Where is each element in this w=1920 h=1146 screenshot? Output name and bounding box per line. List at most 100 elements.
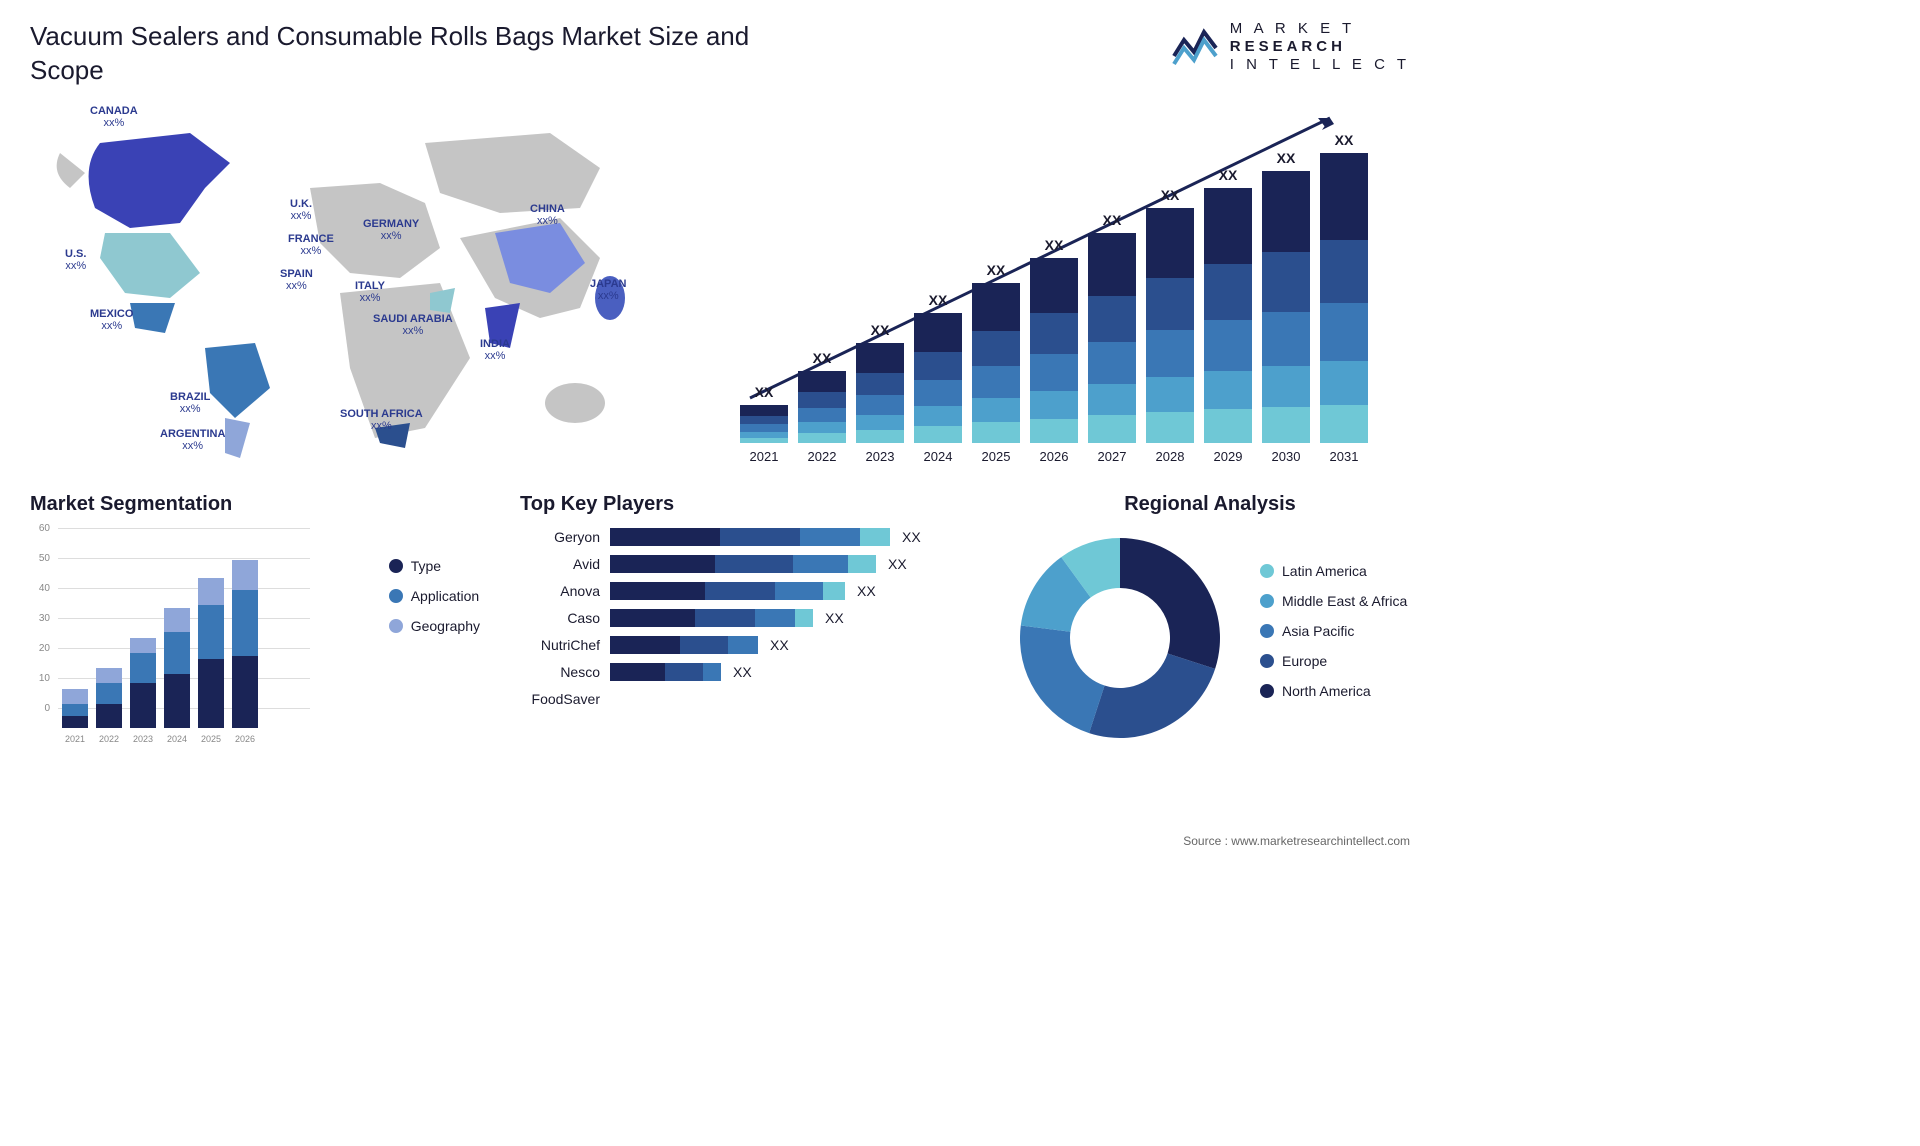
growth-bar-year: 2021 xyxy=(740,449,788,464)
legend-dot-icon xyxy=(1260,684,1274,698)
seg-ytick: 0 xyxy=(30,703,50,714)
growth-bar xyxy=(740,405,788,443)
legend-dot-icon xyxy=(1260,654,1274,668)
seg-ytick: 50 xyxy=(30,553,50,564)
growth-bar-year: 2031 xyxy=(1320,449,1368,464)
growth-bar-year: 2029 xyxy=(1204,449,1252,464)
country-label: SAUDI ARABIAxx% xyxy=(373,313,453,337)
player-value: XX xyxy=(733,664,752,680)
growth-bar-value: XX xyxy=(1262,150,1310,166)
seg-bar: 2024 xyxy=(164,608,190,728)
growth-bar-value: XX xyxy=(740,384,788,400)
growth-chart: XX2021XX2022XX2023XX2024XX2025XX2026XX20… xyxy=(730,98,1410,468)
growth-bar-value: XX xyxy=(1030,237,1078,253)
header: Vacuum Sealers and Consumable Rolls Bags… xyxy=(30,20,1410,88)
player-row: Geryon XX xyxy=(520,528,980,546)
growth-bar-value: XX xyxy=(856,322,904,338)
legend-label: Latin America xyxy=(1282,563,1367,579)
growth-bar xyxy=(1262,171,1310,443)
player-name: Nesco xyxy=(520,664,610,680)
legend-label: Application xyxy=(411,588,480,604)
country-label: CANADAxx% xyxy=(90,105,138,129)
country-label: U.K.xx% xyxy=(290,198,312,222)
player-name: NutriChef xyxy=(520,637,610,653)
legend-label: Asia Pacific xyxy=(1282,623,1354,639)
seg-legend-row: Geography xyxy=(389,618,480,634)
logo: M A R K E T RESEARCH I N T E L L E C T xyxy=(1172,20,1410,74)
top-row: CANADAxx% U.S.xx% MEXICOxx% BRAZILxx% ARGENT… xyxy=(30,98,1410,468)
seg-bar: 2025 xyxy=(198,578,224,728)
player-row: AvidXX xyxy=(520,555,980,573)
growth-bar-year: 2022 xyxy=(798,449,846,464)
player-bar xyxy=(610,636,758,654)
logo-text: M A R K E T RESEARCH I N T E L L E C T xyxy=(1230,20,1410,74)
growth-bar xyxy=(1146,208,1194,443)
growth-bar-value: XX xyxy=(1320,132,1368,148)
player-bar xyxy=(610,609,813,627)
regional-legend-row: Asia Pacific xyxy=(1260,623,1407,639)
country-label: INDIAxx% xyxy=(480,338,510,362)
seg-legend-row: Type xyxy=(389,558,480,574)
legend-label: Type xyxy=(411,558,441,574)
seg-chart: 0102030405060 202120222023202420252026 T… xyxy=(30,528,490,748)
country-label: BRAZILxx% xyxy=(170,391,210,415)
seg-bar-year: 2025 xyxy=(198,734,224,744)
growth-bar-year: 2023 xyxy=(856,449,904,464)
regional-legend-row: North America xyxy=(1260,683,1407,699)
country-label: FRANCExx% xyxy=(288,233,334,257)
seg-ytick: 40 xyxy=(30,583,50,594)
logo-line2: RESEARCH xyxy=(1230,38,1410,56)
country-label: JAPANxx% xyxy=(590,278,626,302)
regional-legend-row: Latin America xyxy=(1260,563,1407,579)
logo-line3: I N T E L L E C T xyxy=(1230,56,1410,74)
regional-section: Regional Analysis Latin America Middle Ea… xyxy=(1010,493,1410,748)
legend-dot-icon xyxy=(1260,594,1274,608)
player-name: Geryon xyxy=(520,529,610,545)
legend-dot-icon xyxy=(1260,624,1274,638)
country-label: ARGENTINAxx% xyxy=(160,428,225,452)
seg-ytick: 60 xyxy=(30,523,50,534)
regional-legend-row: Middle East & Africa xyxy=(1260,593,1407,609)
donut-slice xyxy=(1020,625,1105,733)
player-bar xyxy=(610,528,890,546)
growth-bar-year: 2028 xyxy=(1146,449,1194,464)
seg-ytick: 30 xyxy=(30,613,50,624)
bottom-row: Market Segmentation 0 10 20 30 40 50 60 2021 20… xyxy=(30,493,1410,748)
growth-bar xyxy=(1030,258,1078,443)
donut-wrap: Latin America Middle East & Africa Asia Pa… xyxy=(1010,528,1410,748)
player-value: XX xyxy=(902,529,921,545)
player-row: AnovaXX xyxy=(520,582,980,600)
seg-ytick: 20 xyxy=(30,643,50,654)
growth-bar-value: XX xyxy=(798,350,846,366)
page-title: Vacuum Sealers and Consumable Rolls Bags… xyxy=(30,20,810,88)
player-row: Nesco XX xyxy=(520,663,980,681)
seg-bar: 2023 xyxy=(130,638,156,728)
seg-bar: 2026 xyxy=(232,560,258,728)
seg-bar-year: 2022 xyxy=(96,734,122,744)
legend-label: Europe xyxy=(1282,653,1327,669)
legend-dot-icon xyxy=(389,589,403,603)
growth-bar-year: 2025 xyxy=(972,449,1020,464)
player-row: NutriChefXX xyxy=(520,636,980,654)
player-row: FoodSaver xyxy=(520,690,980,708)
players-section: Top Key Players GeryonXXAvidXXAnovaXXCas… xyxy=(520,493,980,748)
growth-bar-value: XX xyxy=(1088,212,1136,228)
seg-ytick: 10 xyxy=(30,673,50,684)
segmentation-section: Market Segmentation 0 10 20 30 40 50 60 2021 20… xyxy=(30,493,490,748)
growth-bar-value: XX xyxy=(972,262,1020,278)
regional-title: Regional Analysis xyxy=(1010,493,1410,516)
country-label: ITALYxx% xyxy=(355,280,385,304)
seg-title: Market Segmentation xyxy=(30,493,490,516)
growth-bar xyxy=(798,371,846,443)
seg-bar-year: 2021 xyxy=(62,734,88,744)
growth-bar-year: 2027 xyxy=(1088,449,1136,464)
player-bar xyxy=(610,582,845,600)
seg-bar-year: 2024 xyxy=(164,734,190,744)
growth-bar xyxy=(856,343,904,443)
player-name: Anova xyxy=(520,583,610,599)
legend-dot-icon xyxy=(389,559,403,573)
country-label: U.S.xx% xyxy=(65,248,86,272)
seg-bar: 2022 xyxy=(96,668,122,728)
seg-bar-year: 2023 xyxy=(130,734,156,744)
country-label: MEXICOxx% xyxy=(90,308,133,332)
